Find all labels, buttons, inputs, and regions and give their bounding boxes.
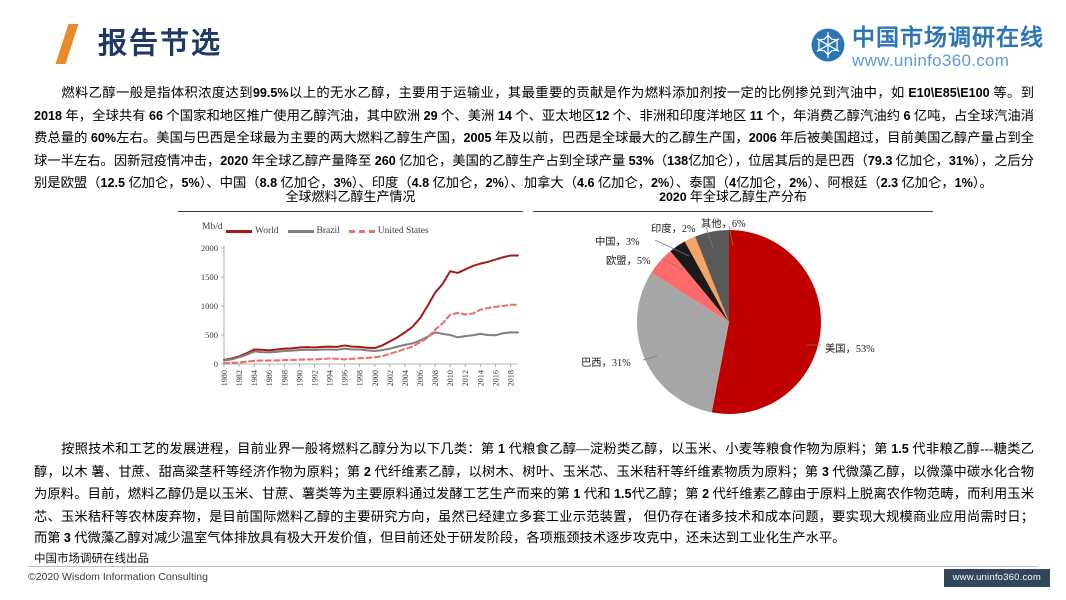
pie-chart-panel: 2020 年全球乙醇生产分布 美国，53% 巴西，31% 欧盟，5% 中国，3% 印度，… (533, 186, 933, 417)
svg-text:2002: 2002 (386, 370, 395, 386)
svg-text:1500: 1500 (201, 272, 218, 282)
pie-slice-2 (651, 251, 729, 322)
pie-leader-4 (705, 226, 714, 249)
pie-label-2: 欧盟，5% (606, 256, 651, 267)
brand-url: www.uninfo360.com (852, 51, 1010, 70)
pie-leader-2 (662, 258, 684, 271)
legend-swatch-united-states (348, 229, 375, 233)
line-chart-body: Mb/d World Brazil United States 0 500 1000… (178, 212, 523, 417)
snowflake-icon (811, 28, 845, 62)
footer-divider (28, 566, 1038, 567)
footer-url-badge[interactable]: www.uninfo360.com (943, 569, 1050, 587)
footer-copyright: ©2020 Wisdom Information Consulting (28, 571, 208, 583)
pie-slice-1 (636, 272, 729, 413)
svg-text:2014: 2014 (476, 370, 485, 386)
svg-text:2006: 2006 (416, 370, 425, 386)
svg-text:1990: 1990 (295, 370, 304, 386)
line-chart-title: 全球燃料乙醇生产情况 (285, 189, 416, 204)
svg-text:2016: 2016 (491, 370, 500, 386)
pie-slice-0 (711, 230, 822, 414)
pie-slice-4 (684, 236, 729, 322)
line-chart-title-rule (178, 211, 523, 212)
legend-label-brazil: Brazil (316, 226, 340, 236)
pie-slice-5 (695, 230, 729, 322)
svg-text:500: 500 (205, 330, 218, 340)
legend-label-united-states: United States (377, 226, 429, 236)
pie-label-4: 印度，2% (651, 224, 696, 235)
pie-chart-title-rest: 年全球乙醇生产分布 (686, 189, 807, 204)
svg-text:1996: 1996 (341, 370, 350, 386)
svg-text:1992: 1992 (310, 370, 319, 386)
pie-leader-5 (728, 225, 734, 247)
legend-item-united-states: United States (348, 226, 429, 236)
pie-leader-3 (654, 239, 690, 257)
intro-paragraph: 燃料乙醇一般是指体积浓度达到99.5%以上的无水乙醇，主要用于运输业，其最重要的… (34, 85, 1035, 190)
svg-text:1998: 1998 (356, 370, 365, 386)
svg-text:2004: 2004 (401, 370, 410, 386)
pie-slice-3 (670, 241, 729, 322)
brand-text: 中国市场调研在线 www.uninfo360.com (852, 24, 1044, 70)
legend-swatch-world (226, 229, 252, 233)
legend-item-world: World (226, 226, 279, 236)
pie-chart-title-rule (533, 211, 933, 212)
svg-text:0: 0 (214, 359, 218, 369)
svg-text:1986: 1986 (265, 370, 274, 386)
svg-text:1980: 1980 (220, 370, 229, 386)
pie-chart-body: 美国，53% 巴西，31% 欧盟，5% 中国，3% 印度，2% 其他，6% (533, 212, 933, 417)
line-chart-svg: 0 500 1000 1500 2000 1980 1982 1984 1986 1988 1990… (201, 243, 520, 386)
accent-slash-icon (55, 24, 79, 64)
svg-text:2018: 2018 (506, 370, 515, 386)
classification-paragraph: 按照技术和工艺的发展进程，目前业界一般将燃料乙醇分为以下几类：第 1 代粮食乙醇… (34, 441, 1035, 545)
brand-lockup[interactable]: 中国市场调研在线 www.uninfo360.com (811, 26, 1044, 69)
brand-name: 中国市场调研在线 (852, 24, 1044, 50)
svg-text:2010: 2010 (446, 370, 455, 386)
pie-leader-1 (642, 355, 658, 361)
line-chart-legend: World Brazil United States (226, 226, 429, 236)
pie-chart-title: 2020 年全球乙醇生产分布 (533, 186, 933, 211)
svg-text:1988: 1988 (280, 370, 289, 386)
line-chart-panel: 全球燃料乙醇生产情况 Mb/d World Brazil United Stat… (178, 186, 523, 417)
pie-chart-title-year: 2020 (659, 190, 687, 204)
pie-label-3: 中国，3% (595, 237, 640, 248)
svg-text:1994: 1994 (326, 370, 335, 386)
svg-text:2008: 2008 (431, 370, 440, 386)
pie-chart-svg (636, 225, 822, 414)
pie-label-1: 巴西，31% (581, 358, 631, 369)
footer-note: 中国市场调研在线出品 (34, 553, 149, 565)
page-title: 报告节选 (98, 28, 223, 60)
line-chart-y-unit: Mb/d (202, 222, 223, 232)
legend-label-world: World (255, 226, 279, 236)
svg-text:2000: 2000 (371, 370, 380, 386)
pie-label-5: 其他，6% (701, 219, 746, 230)
legend-swatch-brazil (287, 229, 314, 233)
page-header: 报告节选 (0, 0, 1066, 74)
svg-text:2000: 2000 (201, 243, 218, 253)
legend-item-brazil: Brazil (287, 226, 340, 236)
svg-text:1984: 1984 (250, 370, 259, 386)
pie-label-0: 美国，53% (825, 344, 875, 355)
svg-text:1982: 1982 (235, 370, 244, 386)
svg-text:2012: 2012 (461, 370, 470, 386)
svg-text:1000: 1000 (201, 301, 218, 311)
